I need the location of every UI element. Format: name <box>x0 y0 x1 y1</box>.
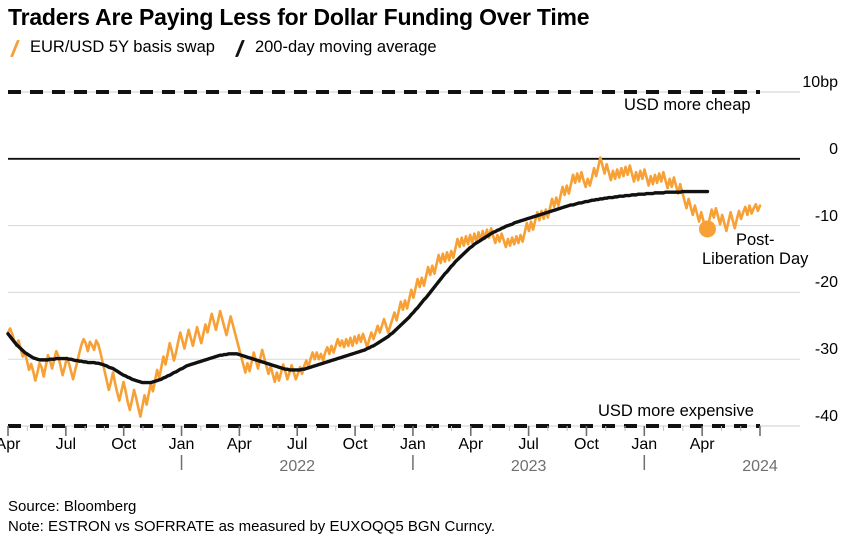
chart-footer: Source: Bloomberg Note: ESTRON vs SOFRRA… <box>8 497 495 537</box>
x-axis-tick-label: Jul <box>286 436 308 453</box>
legend-item-series-1[interactable]: 200-day moving average <box>233 38 437 57</box>
x-axis-year-label: 2023 <box>510 458 547 475</box>
x-axis-year-label: 2024 <box>742 458 778 475</box>
series-line-basis-swap <box>6 156 762 418</box>
x-axis-tick-label: Jan <box>400 436 426 453</box>
annotation-usd-more-cheap: USD more cheap <box>624 96 751 114</box>
footer-source: Source: Bloomberg <box>8 498 137 515</box>
footer-note: Note: ESTRON vs SOFRRATE as measured by … <box>8 518 496 535</box>
series-line-moving-average <box>6 189 710 385</box>
y-axis-tick-label: -30 <box>814 341 838 359</box>
annotation-usd-more-expensive: USD more expensive <box>598 402 754 420</box>
x-axis-tick-label: Apr <box>0 436 21 453</box>
x-axis-tick-label: Oct <box>574 436 599 453</box>
y-axis-tick-label: -40 <box>814 408 838 425</box>
y-axis-tick-label: -20 <box>814 274 838 292</box>
x-axis-tick-label: Apr <box>226 436 252 453</box>
chart-canvas <box>6 90 800 470</box>
annotation-post-liberation-day-line2: Liberation Day <box>702 250 809 268</box>
x-axis-tick-label: Apr <box>458 436 484 453</box>
x-axis-tick-label: Jul <box>518 436 539 453</box>
x-axis-year-label: 2022 <box>279 458 316 475</box>
x-axis-tick-label: Oct <box>111 436 137 453</box>
x-axis-tick-label: Jan <box>631 436 658 453</box>
x-axis-tick-label: Apr <box>689 436 715 453</box>
y-axis-tick-label: -10 <box>814 207 838 225</box>
annotation-post-liberation-day-line1: Post- <box>735 231 775 249</box>
plot-area <box>6 90 800 470</box>
y-axis-tick-label: 10bp <box>802 74 838 91</box>
page-title: Traders Are Paying Less for Dollar Fundi… <box>8 4 590 30</box>
legend-label-series-0: EUR/USD 5Y basis swap <box>30 38 215 56</box>
legend-label-series-1: 200-day moving average <box>254 38 437 56</box>
post-liberation-day-dot <box>698 220 716 238</box>
chart-legend: EUR/USD 5Y basis swap 200-day moving ave… <box>8 38 437 57</box>
x-axis-tick-label: Jan <box>168 436 195 453</box>
y-axis-tick-label: 0 <box>829 140 838 158</box>
x-axis-tick-label: Jul <box>55 436 77 453</box>
legend-item-series-0[interactable]: EUR/USD 5Y basis swap <box>8 38 215 57</box>
annotation-post-liberation-day: Post- Liberation Day <box>702 231 808 269</box>
x-axis-tick-label: Oct <box>342 436 368 453</box>
